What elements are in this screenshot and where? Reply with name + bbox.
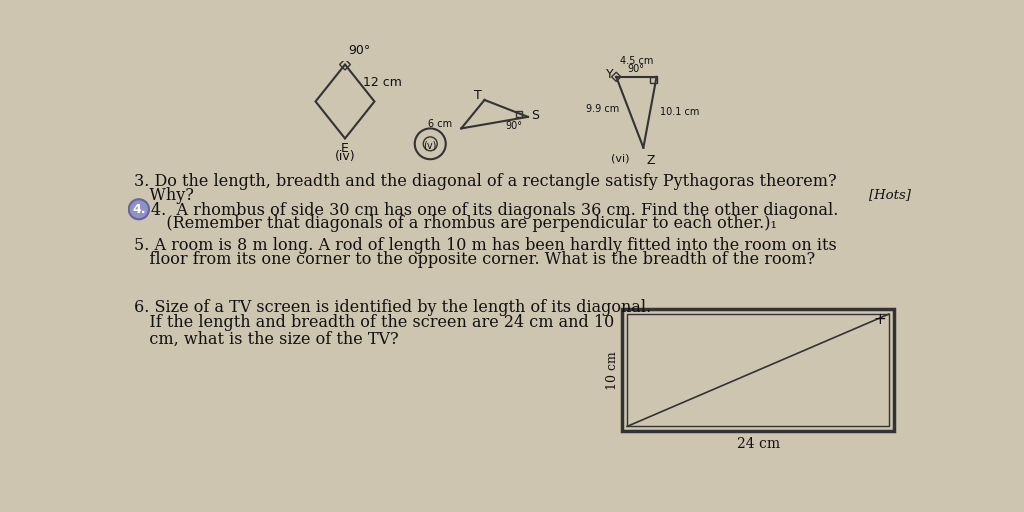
Text: 24 cm: 24 cm (736, 437, 779, 451)
Text: [Hots]: [Hots] (869, 188, 910, 202)
Text: (vi): (vi) (611, 154, 630, 164)
Text: 10.1 cm: 10.1 cm (659, 107, 699, 117)
Bar (623, 309, 894, 431)
Text: 90°: 90° (506, 121, 522, 131)
Text: 4.5 cm: 4.5 cm (620, 56, 653, 66)
Text: 90°: 90° (348, 44, 371, 57)
Text: 4.  A rhombus of side 30 cm has one of its diagonals 36 cm. Find the other diago: 4. A rhombus of side 30 cm has one of it… (152, 202, 839, 219)
Text: 90°: 90° (628, 64, 645, 74)
Text: (v): (v) (424, 140, 437, 151)
Text: 6. Size of a TV screen is identified by the length of its diagonal.: 6. Size of a TV screen is identified by … (134, 298, 651, 315)
Text: 4.: 4. (132, 203, 145, 216)
Text: If the length and breadth of the screen are 24 cm and 10: If the length and breadth of the screen … (134, 314, 614, 331)
Text: (iv): (iv) (335, 150, 355, 163)
Text: E: E (341, 141, 349, 155)
Text: (Remember that diagonals of a rhombus are perpendicular to each other.)₁: (Remember that diagonals of a rhombus ar… (152, 216, 777, 232)
Text: Y: Y (605, 68, 613, 81)
Circle shape (129, 199, 148, 219)
Text: floor from its one corner to the opposite corner. What is the breadth of the roo: floor from its one corner to the opposit… (134, 251, 815, 268)
Text: 12 cm: 12 cm (362, 76, 401, 90)
Text: T: T (474, 89, 482, 102)
Text: 5. A room is 8 m long. A rod of length 10 m has been hardly fitted into the room: 5. A room is 8 m long. A rod of length 1… (134, 237, 837, 254)
Text: 10 cm: 10 cm (606, 351, 620, 390)
Text: 6 cm: 6 cm (428, 119, 452, 129)
Text: cm, what is the size of the TV?: cm, what is the size of the TV? (134, 331, 398, 348)
Text: Z: Z (646, 154, 655, 167)
Text: S: S (531, 109, 539, 122)
Text: Why?: Why? (134, 187, 195, 204)
Text: 3. Do the length, breadth and the diagonal of a rectangle satisfy Pythagoras the: 3. Do the length, breadth and the diagon… (134, 173, 837, 190)
Text: 9.9 cm: 9.9 cm (586, 104, 618, 114)
Text: +: + (873, 312, 886, 328)
Bar (627, 314, 889, 426)
